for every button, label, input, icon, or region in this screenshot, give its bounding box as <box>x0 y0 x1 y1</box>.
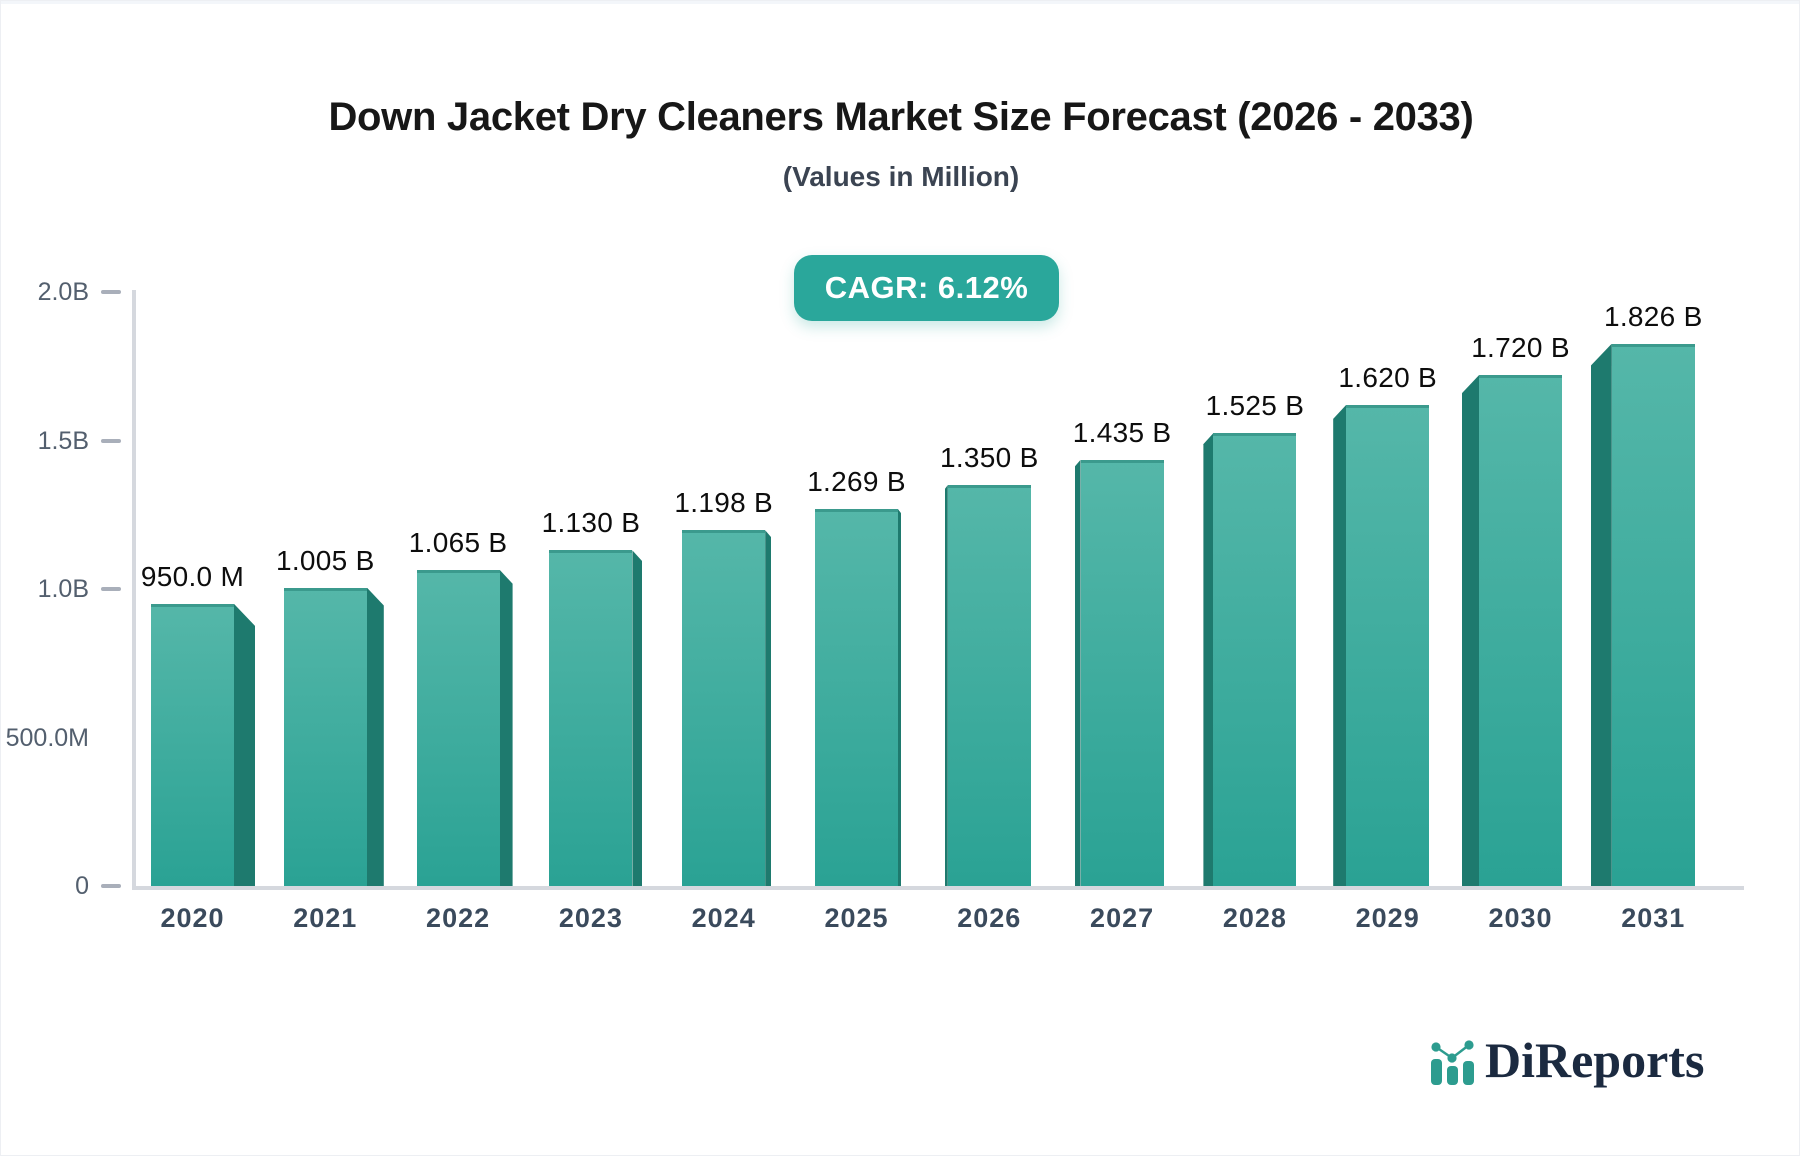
cagr-badge-label: CAGR: 6.12% <box>824 270 1029 305</box>
x-axis-label: 2023 <box>558 903 623 933</box>
bar-side-2023 <box>632 550 643 886</box>
x-axis-label: 2027 <box>1090 903 1155 933</box>
y-axis-tick <box>101 884 121 888</box>
bar-value-label: 1.269 B <box>807 466 906 498</box>
top-border <box>1 1 1799 4</box>
bar-value-label: 1.130 B <box>541 507 641 539</box>
bar-2028[interactable] <box>1213 433 1297 886</box>
bar-2027[interactable] <box>1080 459 1164 886</box>
bar-value-label: 1.350 B <box>939 442 1039 474</box>
bar-side-2022 <box>499 569 513 886</box>
bar-value-label: 1.720 B <box>1471 332 1570 364</box>
x-axis-label: 2029 <box>1355 903 1420 933</box>
bar-side-2024 <box>765 530 772 886</box>
bar-2023[interactable] <box>549 550 633 886</box>
bar-2030[interactable] <box>1479 375 1562 886</box>
bar-2031[interactable] <box>1611 343 1695 886</box>
bar-2022[interactable] <box>416 569 500 886</box>
bar-side-2020 <box>234 603 255 886</box>
y-axis-label: 0 <box>75 872 89 900</box>
x-axis-label: 2020 <box>160 903 225 933</box>
bar-2026[interactable] <box>947 485 1031 886</box>
x-axis-label: 2031 <box>1621 903 1686 933</box>
x-axis-label: 2021 <box>293 903 358 933</box>
bar-side-2028 <box>1203 433 1214 886</box>
bar-value-label: 1.826 B <box>1603 300 1703 332</box>
x-axis-label: 2022 <box>426 903 491 933</box>
x-axis-label: 2028 <box>1222 903 1287 933</box>
x-axis-label: 2024 <box>691 903 756 933</box>
bar-2020[interactable] <box>151 603 234 886</box>
y-axis-label: 500.0M <box>5 723 89 752</box>
bar-2021[interactable] <box>283 587 367 886</box>
chart-subtitle: (Values in Million) <box>782 161 1020 192</box>
x-axis-label: 2025 <box>824 903 889 933</box>
y-axis-label: 1.0B <box>37 575 89 603</box>
y-axis-tick <box>101 290 121 294</box>
y-axis-tick <box>101 587 121 591</box>
y-axis-label: 1.5B <box>37 426 89 455</box>
bar-side-2025 <box>898 509 901 886</box>
bar-value-label: 1.435 B <box>1072 416 1172 448</box>
brand-logo[interactable]: DiReports <box>1429 1035 1704 1085</box>
bar-2029[interactable] <box>1346 404 1430 886</box>
logo-bars-icon <box>1431 1040 1474 1085</box>
page-title: Down Jacket Dry Cleaners Market Size For… <box>328 95 1474 139</box>
bar-2024[interactable] <box>682 530 766 886</box>
bar-side-2030 <box>1462 375 1479 886</box>
y-axis-tick <box>101 438 121 443</box>
bar-value-label: 1.198 B <box>674 487 773 519</box>
cagr-badge: CAGR: 6.12% <box>794 255 1059 321</box>
bar-side-2029 <box>1333 404 1347 886</box>
bar-side-2031 <box>1590 343 1612 886</box>
bar-side-2027 <box>1074 459 1081 886</box>
bar-side-2021 <box>366 587 384 886</box>
bar-2025[interactable] <box>815 509 898 886</box>
bar-value-label: 1.620 B <box>1338 361 1437 393</box>
y-axis-label: 2.0B <box>37 278 89 306</box>
logo-text: DiReports <box>1485 1032 1705 1088</box>
bar-value-label: 1.065 B <box>408 526 508 558</box>
bar-value-label: 1.005 B <box>275 544 375 576</box>
bar-side-2026 <box>944 485 948 886</box>
x-axis-line <box>132 886 1744 890</box>
x-axis-label: 2026 <box>957 903 1022 933</box>
y-axis-line <box>132 290 136 886</box>
bar-value-label: 1.525 B <box>1205 390 1305 422</box>
bar-value-label: 950.0 M <box>140 560 245 592</box>
x-axis-label: 2030 <box>1488 903 1553 933</box>
